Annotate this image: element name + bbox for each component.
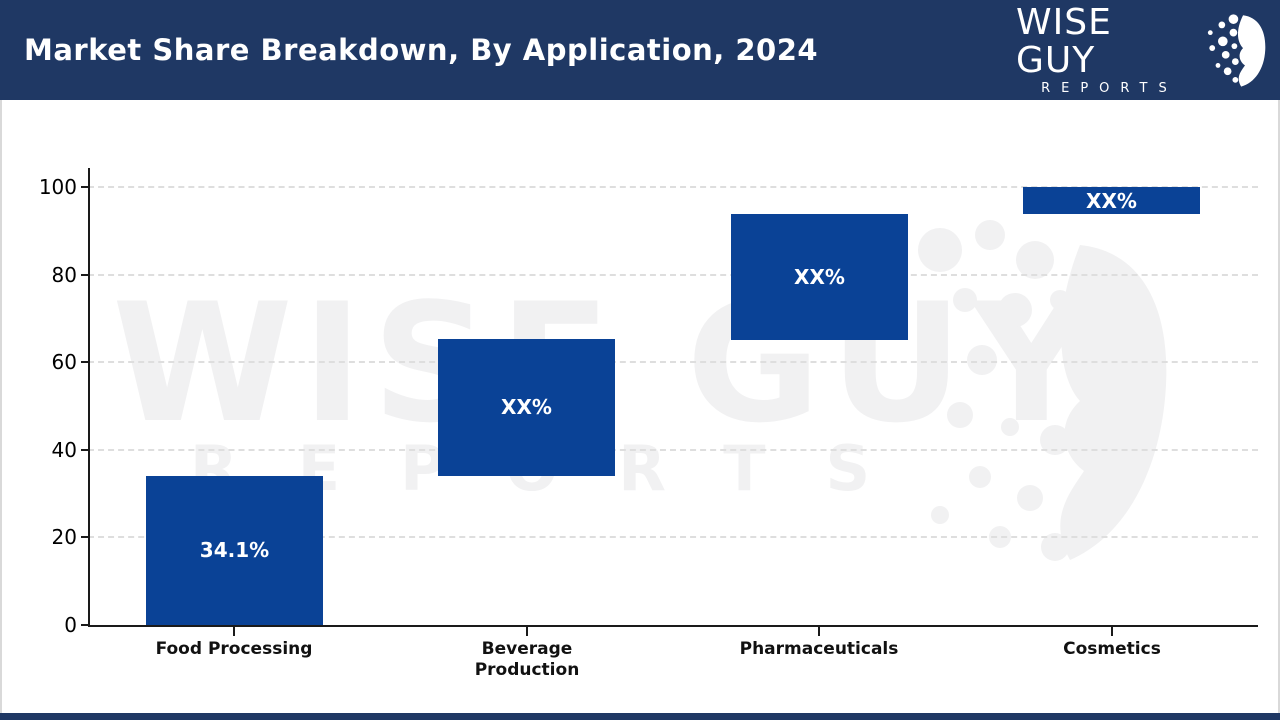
bar-value-label-3: XX% [1086, 188, 1137, 213]
y-tick-0 [81, 624, 88, 626]
gridline-60 [88, 361, 1258, 364]
watermark-face-icon [918, 220, 1167, 561]
waterfall-bar-0: 34.1% [146, 475, 323, 625]
gridline-40 [88, 448, 1258, 451]
gridline-100 [88, 186, 1258, 188]
brand-logo: WISE GUY REPORTS [1016, 1, 1266, 97]
x-tick-1 [526, 627, 528, 636]
x-tick-0 [233, 627, 235, 636]
gridline-80 [88, 273, 1258, 276]
y-tick-80 [81, 273, 88, 276]
x-tick-label-2: Pharmaceuticals [739, 639, 899, 659]
bar-value-label-0: 34.1% [199, 538, 270, 563]
waterfall-bar-3: XX% [1023, 187, 1200, 215]
y-tick-label-0: 0 [64, 613, 77, 637]
x-tick-label-1: Beverage Production [474, 639, 580, 681]
y-tick-label-100: 100 [38, 175, 77, 199]
x-tick-2 [818, 627, 820, 636]
card-border-right [1278, 100, 1280, 713]
page-title: Market Share Breakdown, By Application, … [24, 33, 819, 67]
gridline-20 [88, 536, 1258, 539]
brand-face-icon [1207, 14, 1266, 87]
y-tick-40 [81, 448, 88, 451]
x-tick-3 [1111, 627, 1113, 636]
y-axis-spine [88, 168, 90, 627]
y-tick-60 [81, 361, 88, 364]
brand-subname: REPORTS [1041, 81, 1178, 97]
x-tick-label-3: Cosmetics [1063, 639, 1161, 659]
y-tick-label-40: 40 [51, 437, 77, 462]
x-tick-label-0: Food Processing [155, 639, 313, 659]
y-tick-20 [81, 536, 88, 539]
y-tick-label-20: 20 [51, 525, 77, 550]
footer-bar [0, 713, 1280, 720]
y-tick-label-80: 80 [51, 262, 77, 287]
bar-value-label-1: XX% [501, 395, 552, 420]
y-tick-label-60: 60 [51, 350, 77, 375]
waterfall-bar-2: XX% [731, 214, 908, 341]
bar-value-label-2: XX% [794, 265, 845, 290]
y-tick-100 [81, 186, 88, 188]
waterfall-bar-1: XX% [438, 338, 615, 476]
header-bar: Market Share Breakdown, By Application, … [0, 0, 1280, 100]
brand-name: WISE GUY [1016, 1, 1112, 81]
brand-logo-text: WISE GUY REPORTS [1016, 1, 1197, 97]
card-border-left [0, 100, 2, 713]
x-axis-spine [88, 625, 1258, 627]
